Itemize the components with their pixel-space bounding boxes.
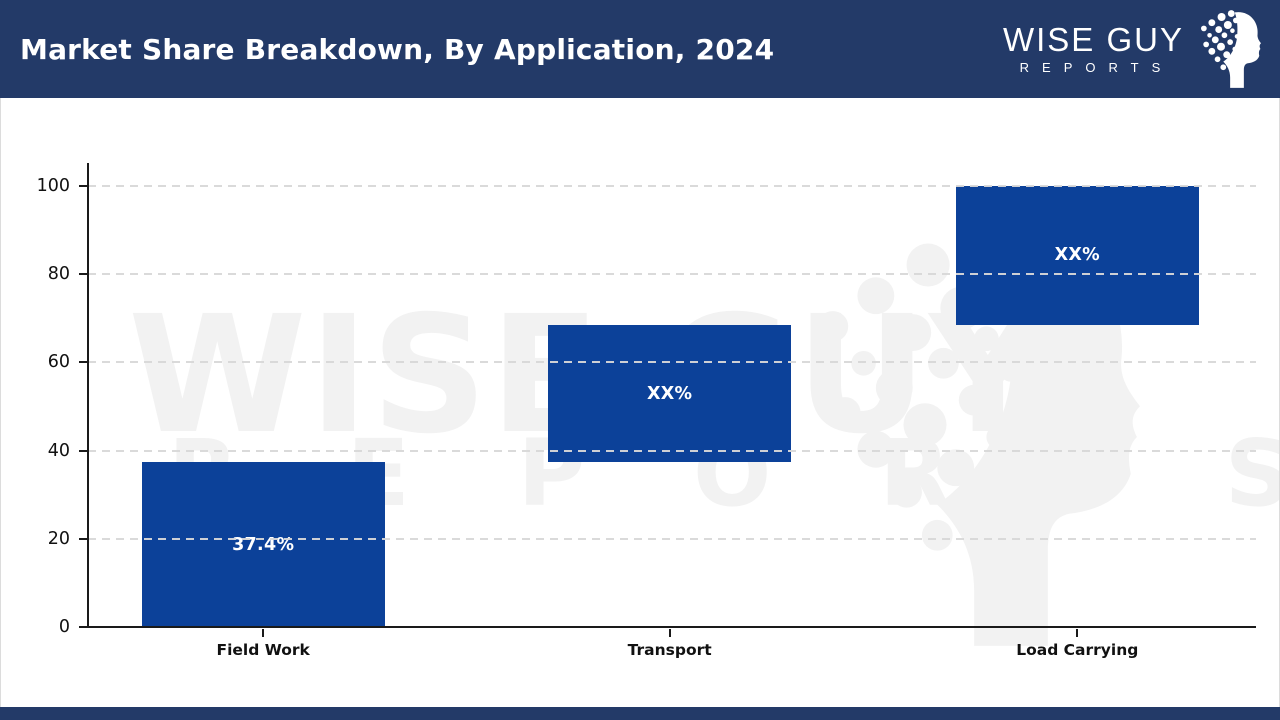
dotted-head-icon	[1192, 9, 1266, 89]
y-tick-mark	[79, 537, 88, 540]
bar-value-label: XX%	[1054, 245, 1100, 266]
page-title: Market Share Breakdown, By Application, …	[20, 32, 775, 66]
gridline	[88, 273, 1256, 276]
plot-area: 37.4% XX% XX%	[79, 185, 1256, 637]
brand-name: WISE GUY	[1002, 21, 1184, 59]
y-tick-mark	[79, 361, 88, 364]
brand-logo-text: WISE GUY REPORTS	[1003, 23, 1184, 75]
x-axis-labels: Field Work Transport Load Carrying	[88, 641, 1256, 665]
brand-logo: WISE GUY REPORTS	[1003, 9, 1270, 89]
y-tick-label: 80	[47, 264, 70, 285]
x-axis-label: Transport	[627, 641, 712, 659]
x-axis-label: Load Carrying	[1016, 641, 1139, 659]
header: Market Share Breakdown, By Application, …	[0, 0, 1280, 98]
x-axis-spine	[87, 626, 1256, 628]
bar-segment: 37.4%	[141, 462, 385, 627]
y-tick-mark	[79, 626, 88, 628]
x-axis-label: Field Work	[216, 641, 310, 659]
y-axis-spine	[87, 163, 89, 628]
y-tick-label: 40	[47, 440, 70, 461]
gridline	[88, 361, 1256, 364]
footer-bar	[0, 707, 1280, 720]
bar-segment: XX%	[955, 186, 1199, 325]
y-tick-label: 0	[58, 617, 70, 637]
y-axis-labels: 0 20 40 60 80 100	[0, 176, 78, 637]
brand-subtitle: REPORTS	[1019, 59, 1174, 75]
gridline	[88, 449, 1256, 452]
gridline	[88, 537, 1256, 540]
bar-value-label: XX%	[646, 383, 693, 404]
x-tick-mark	[668, 629, 671, 637]
x-tick-mark	[1076, 629, 1079, 637]
y-tick-label: 60	[47, 352, 70, 373]
y-tick-label: 20	[47, 528, 70, 549]
y-tick-mark	[79, 449, 88, 452]
y-tick-mark	[79, 273, 88, 276]
y-tick-label: 100	[36, 176, 70, 196]
x-tick-mark	[262, 629, 265, 637]
gridline	[88, 185, 1256, 187]
bar-segment: XX%	[548, 324, 792, 463]
y-tick-mark	[79, 185, 88, 187]
